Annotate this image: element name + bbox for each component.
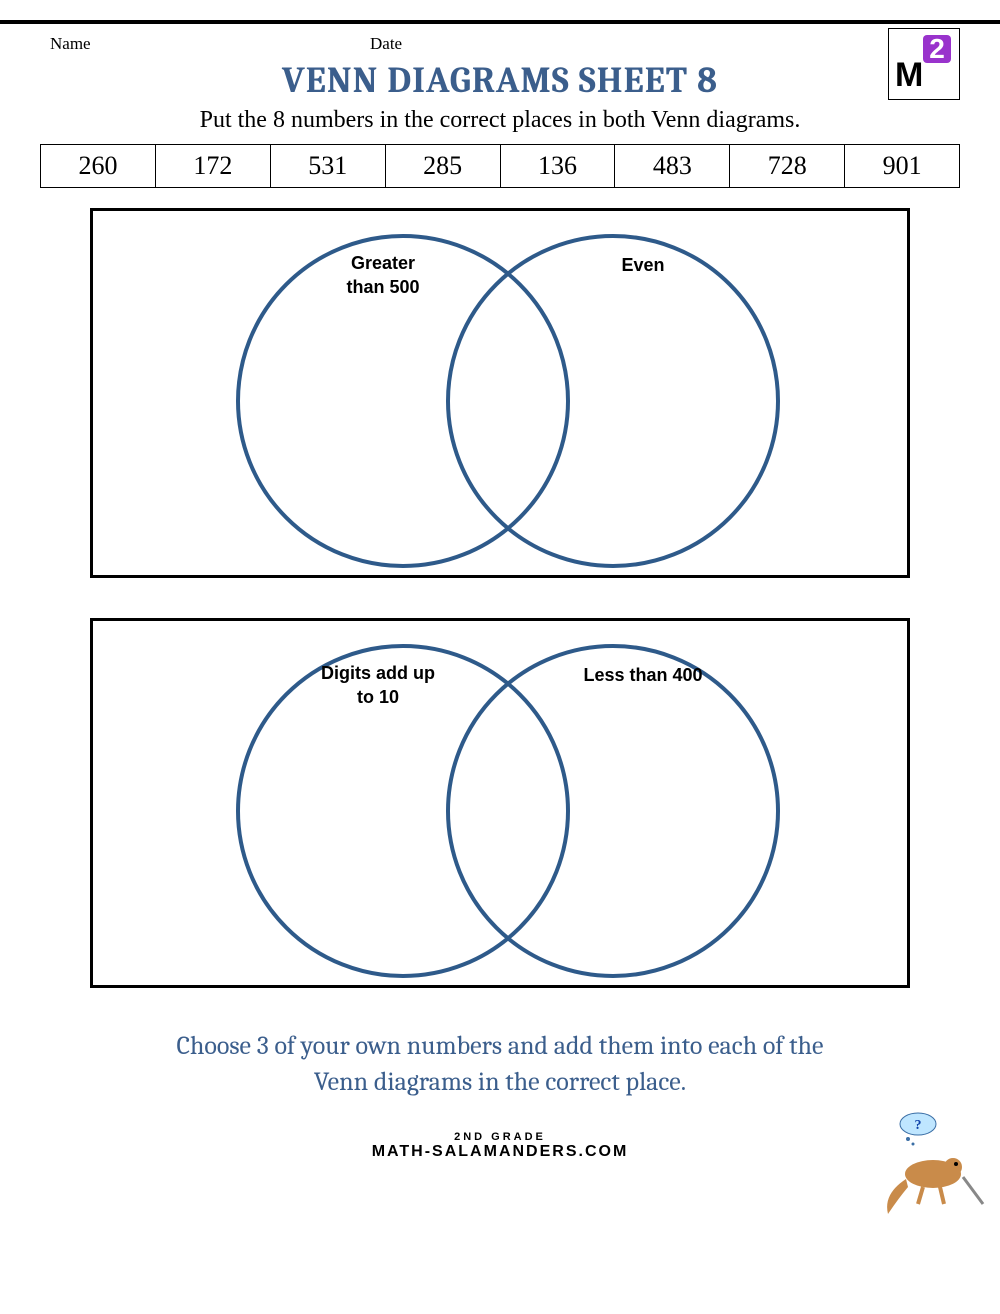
number-cell: 285 bbox=[386, 145, 501, 187]
salamander-mascot-icon: ? bbox=[878, 1109, 988, 1224]
number-cell: 172 bbox=[156, 145, 271, 187]
venn-diagram-1 bbox=[93, 211, 913, 581]
venn2-left-label-line1: Digits add up bbox=[321, 663, 435, 683]
bottom-instruction: Choose 3 of your own numbers and add the… bbox=[120, 1028, 880, 1101]
venn1-right-circle bbox=[448, 236, 778, 566]
number-cell: 728 bbox=[730, 145, 845, 187]
page-title: VENN DIAGRAMS SHEET 8 bbox=[0, 60, 1000, 101]
venn1-right-label: Even bbox=[593, 253, 693, 277]
venn2-right-circle bbox=[448, 646, 778, 976]
grade-badge-icon: M 2 bbox=[888, 28, 960, 100]
venn-box-1: Greater than 500 Even bbox=[90, 208, 910, 578]
header-row: Name Date M 2 bbox=[0, 24, 1000, 54]
venn2-right-label: Less than 400 bbox=[568, 663, 718, 687]
date-label: Date bbox=[370, 34, 570, 54]
bottom-text-line1: Choose 3 of your own numbers and add the… bbox=[177, 1031, 824, 1061]
number-cell: 260 bbox=[41, 145, 156, 187]
venn1-left-label: Greater than 500 bbox=[323, 251, 443, 300]
venn1-left-label-line2: than 500 bbox=[346, 277, 419, 297]
number-cell: 483 bbox=[615, 145, 730, 187]
instruction-text: Put the 8 numbers in the correct places … bbox=[0, 107, 1000, 134]
venn-diagram-2 bbox=[93, 621, 913, 991]
footer-line1: 2ND GRADE bbox=[0, 1131, 1000, 1143]
venn-box-2: Digits add up to 10 Less than 400 bbox=[90, 618, 910, 988]
number-strip: 260 172 531 285 136 483 728 901 bbox=[40, 144, 960, 188]
venn2-left-label-line2: to 10 bbox=[357, 687, 399, 707]
svg-text:?: ? bbox=[915, 1118, 922, 1133]
bottom-text-line2: Venn diagrams in the correct place. bbox=[314, 1067, 686, 1097]
number-cell: 136 bbox=[501, 145, 616, 187]
footer-logo: 2ND GRADE MATH-SALAMANDERS.COM bbox=[0, 1131, 1000, 1161]
number-cell: 531 bbox=[271, 145, 386, 187]
venn1-left-label-line1: Greater bbox=[351, 253, 415, 273]
grade-number: 2 bbox=[923, 35, 951, 63]
logo-letter: M bbox=[895, 56, 923, 95]
number-cell: 901 bbox=[845, 145, 959, 187]
venn2-left-label: Digits add up to 10 bbox=[303, 661, 453, 710]
footer-line2: MATH-SALAMANDERS.COM bbox=[0, 1143, 1000, 1161]
name-label: Name bbox=[50, 34, 370, 54]
